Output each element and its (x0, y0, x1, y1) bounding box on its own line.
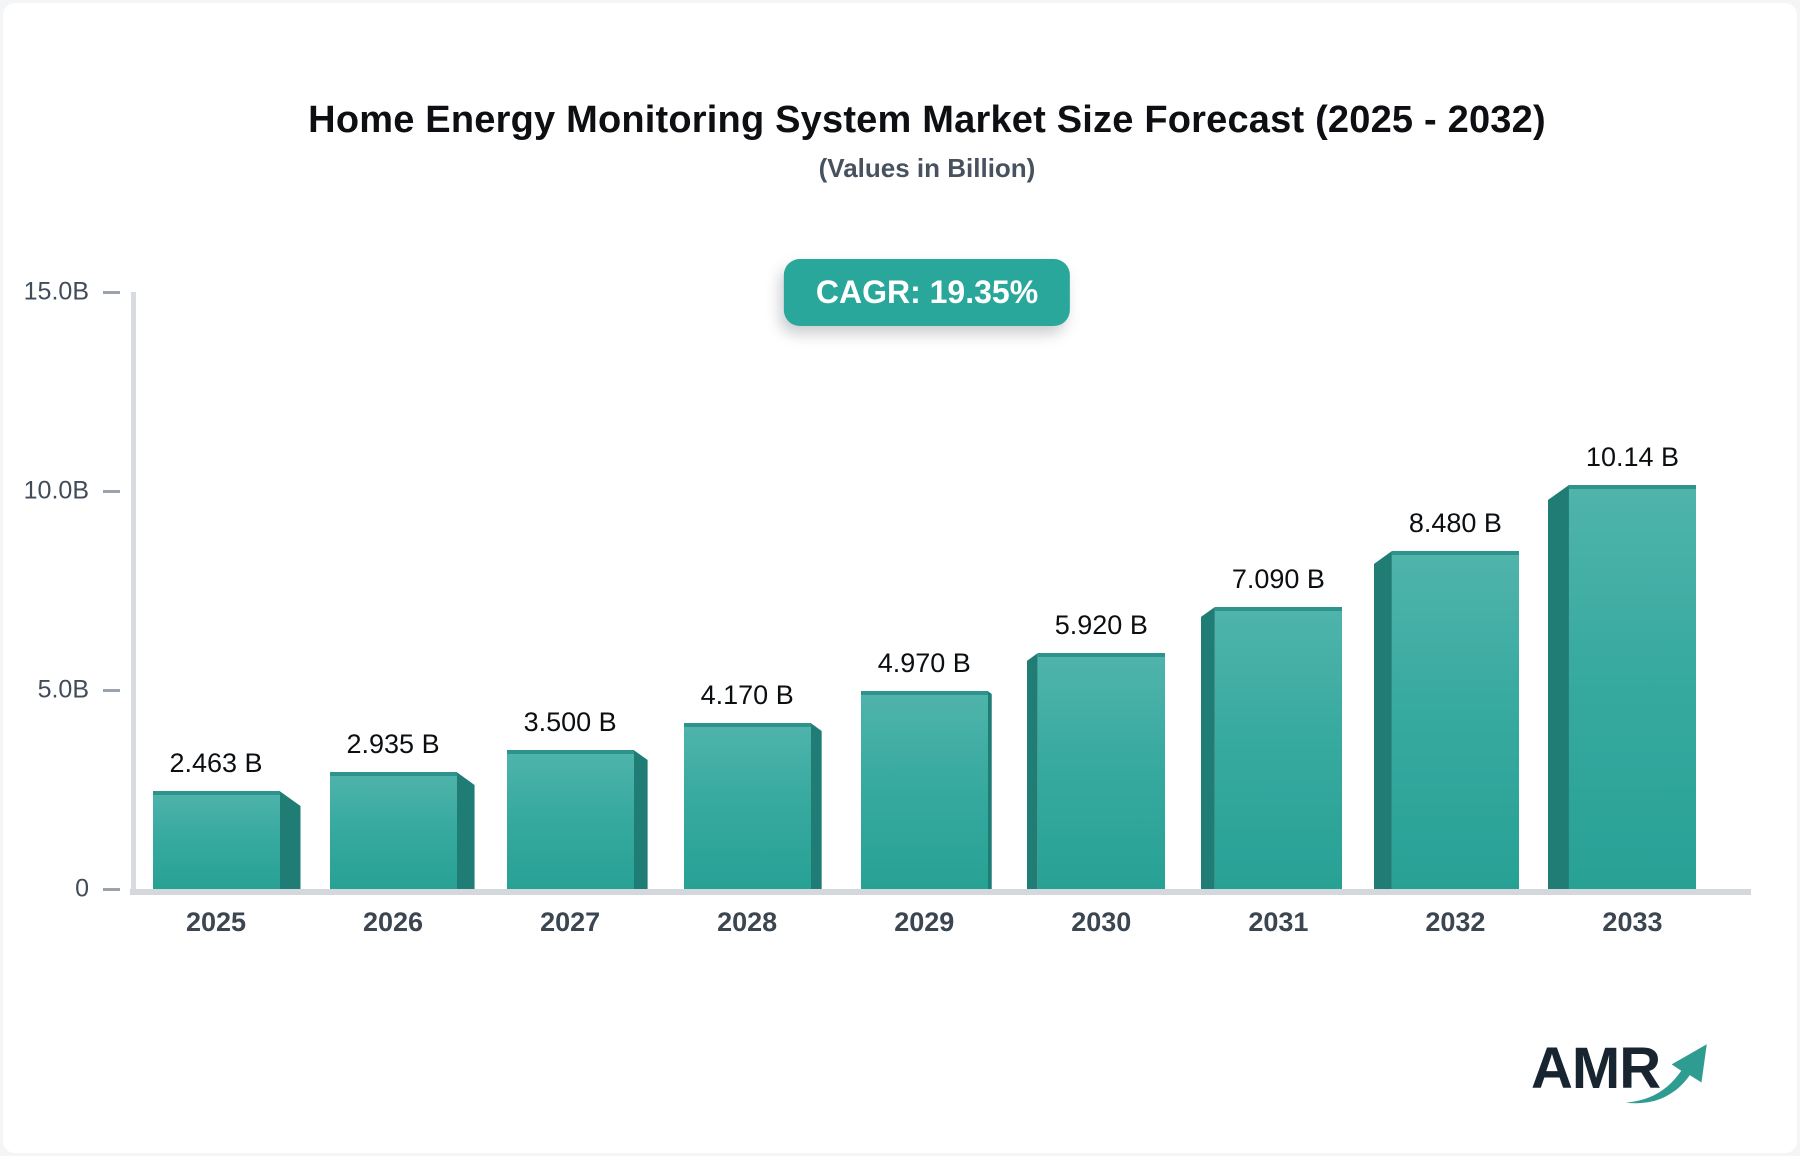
bar-2030[interactable] (1037, 653, 1165, 889)
bar-value-label: 7.090 B (1231, 564, 1325, 594)
bar-2033[interactable] (1568, 485, 1696, 889)
bar-2028[interactable] (683, 723, 811, 889)
chart-card: Home Energy Monitoring System Market Siz… (3, 3, 1797, 1153)
bar-side-face (279, 791, 301, 889)
x-axis-label-2028: 2028 (717, 907, 778, 937)
x-axis-label-2025: 2025 (185, 907, 247, 937)
bar-side-face (1373, 551, 1392, 889)
x-axis-label-2029: 2029 (894, 907, 955, 937)
bar-side-face (633, 750, 648, 889)
y-axis-tick (103, 290, 120, 294)
bar-2032[interactable] (1391, 551, 1519, 889)
bar-2029[interactable] (860, 691, 988, 889)
bar-side-face (1547, 485, 1569, 889)
bar-2027[interactable] (506, 750, 634, 889)
x-axis-label-2031: 2031 (1248, 907, 1309, 937)
bar-side-face (987, 691, 992, 889)
y-axis-tick-label: 5.0B (37, 675, 89, 704)
chart-title: Home Energy Monitoring System Market Siz… (308, 99, 1546, 141)
x-axis-line (130, 889, 1751, 895)
bar-value-label: 4.170 B (700, 680, 794, 710)
bar-2025[interactable] (152, 791, 280, 889)
bar-value-label: 5.920 B (1054, 610, 1148, 640)
bar-side-face (1026, 653, 1038, 889)
chart-subtitle: (Values in Billion) (818, 153, 1036, 183)
y-axis-tick-label: 15.0B (23, 277, 89, 306)
x-axis-label-2033: 2033 (1602, 907, 1663, 937)
amr-logo-text: AMR (1531, 1036, 1661, 1101)
bar-value-label: 2.463 B (169, 748, 263, 778)
y-axis-tick (103, 688, 120, 692)
x-axis-label-2027: 2027 (540, 907, 601, 937)
y-axis-tick (103, 489, 120, 493)
bar-value-label: 10.14 B (1585, 442, 1680, 472)
bar-side-face (810, 723, 822, 889)
y-axis-tick (103, 887, 120, 891)
y-axis-tick-label: 10.0B (23, 476, 89, 505)
y-axis-tick-label: 0 (75, 874, 89, 903)
bar-value-label: 3.500 B (523, 707, 617, 737)
bar-2026[interactable] (329, 772, 457, 889)
trend-up-arrow-icon (1625, 1044, 1707, 1104)
amr-logo: AMR (1531, 1035, 1721, 1115)
cagr-badge: CAGR: 19.35% (783, 259, 1071, 326)
bar-side-face (456, 772, 475, 889)
plot-area: 15.0B 10.0B 5.0B 0 2.463 B 2.935 B 3.500 B 4.1… (24, 278, 1751, 937)
bar-side-face (1200, 607, 1215, 889)
x-axis-label-2026: 2026 (363, 907, 424, 937)
bar-value-label: 8.480 B (1408, 508, 1502, 538)
bar-2031[interactable] (1214, 607, 1342, 889)
bar-value-label: 4.970 B (877, 648, 971, 678)
x-axis-label-2032: 2032 (1425, 907, 1486, 937)
y-axis-line (131, 292, 136, 894)
bar-value-label: 2.935 B (346, 729, 440, 759)
x-axis-label-2030: 2030 (1071, 907, 1132, 937)
